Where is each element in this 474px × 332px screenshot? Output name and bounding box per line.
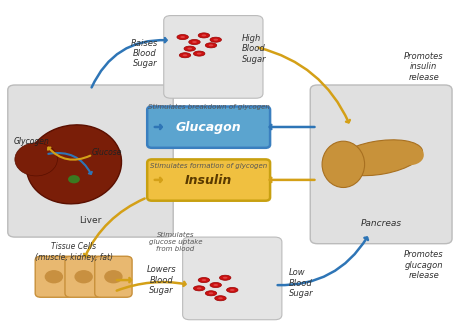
- Circle shape: [75, 271, 92, 283]
- Ellipse shape: [197, 52, 201, 54]
- Ellipse shape: [213, 284, 218, 286]
- Ellipse shape: [322, 141, 365, 188]
- Ellipse shape: [179, 53, 191, 58]
- FancyBboxPatch shape: [182, 237, 282, 320]
- Ellipse shape: [192, 41, 197, 43]
- Text: Promotes
glucagon
release: Promotes glucagon release: [404, 250, 444, 280]
- Ellipse shape: [197, 287, 201, 289]
- Ellipse shape: [218, 297, 223, 299]
- Ellipse shape: [219, 275, 231, 280]
- FancyBboxPatch shape: [8, 85, 173, 237]
- Ellipse shape: [189, 40, 200, 44]
- FancyBboxPatch shape: [95, 256, 132, 297]
- FancyBboxPatch shape: [164, 16, 263, 98]
- Text: Stimulates formation of glycogen: Stimulates formation of glycogen: [150, 163, 267, 169]
- Ellipse shape: [193, 51, 205, 56]
- FancyBboxPatch shape: [147, 159, 270, 201]
- Text: Tissue Cells
(muscle, kidney, fat): Tissue Cells (muscle, kidney, fat): [35, 242, 113, 262]
- Ellipse shape: [184, 46, 195, 51]
- Ellipse shape: [201, 35, 206, 37]
- Ellipse shape: [227, 288, 238, 292]
- Ellipse shape: [15, 143, 57, 176]
- Ellipse shape: [182, 54, 187, 56]
- Text: Glycogen: Glycogen: [13, 137, 49, 146]
- Text: Low
Blood
Sugar: Low Blood Sugar: [289, 269, 314, 298]
- Text: Insulin: Insulin: [185, 174, 232, 187]
- Ellipse shape: [213, 39, 218, 41]
- Text: Raises
Blood
Sugar: Raises Blood Sugar: [131, 39, 158, 68]
- Ellipse shape: [201, 279, 206, 281]
- Ellipse shape: [205, 43, 217, 48]
- FancyBboxPatch shape: [35, 256, 73, 297]
- Ellipse shape: [177, 35, 188, 40]
- Ellipse shape: [210, 283, 221, 288]
- Text: High
Blood
Sugar: High Blood Sugar: [242, 34, 266, 63]
- Ellipse shape: [209, 292, 213, 294]
- Ellipse shape: [198, 33, 210, 38]
- Circle shape: [105, 271, 122, 283]
- Ellipse shape: [215, 296, 226, 301]
- Ellipse shape: [335, 140, 423, 176]
- Text: Stimulates
glucose uptake
from blood: Stimulates glucose uptake from blood: [149, 232, 202, 252]
- Text: Lowers
Blood
Sugar: Lowers Blood Sugar: [146, 265, 176, 295]
- Text: Liver: Liver: [79, 216, 102, 225]
- Text: Glucose: Glucose: [92, 148, 122, 157]
- Ellipse shape: [198, 278, 210, 283]
- Text: Pancreas: Pancreas: [361, 219, 401, 228]
- Ellipse shape: [193, 286, 205, 291]
- Ellipse shape: [187, 47, 192, 49]
- Ellipse shape: [27, 125, 121, 204]
- Ellipse shape: [180, 36, 185, 38]
- FancyBboxPatch shape: [65, 256, 102, 297]
- Text: Glucagon: Glucagon: [176, 121, 241, 134]
- Text: Stimulates breakdown of glycogen: Stimulates breakdown of glycogen: [148, 104, 270, 110]
- FancyBboxPatch shape: [310, 85, 452, 244]
- Ellipse shape: [395, 144, 424, 165]
- Ellipse shape: [209, 44, 213, 46]
- Ellipse shape: [223, 277, 228, 279]
- Ellipse shape: [230, 289, 235, 291]
- Ellipse shape: [68, 175, 80, 183]
- Circle shape: [46, 271, 63, 283]
- Text: Promotes
insulin
release: Promotes insulin release: [404, 52, 444, 82]
- FancyBboxPatch shape: [147, 107, 270, 148]
- Ellipse shape: [210, 37, 221, 42]
- Ellipse shape: [205, 291, 217, 296]
